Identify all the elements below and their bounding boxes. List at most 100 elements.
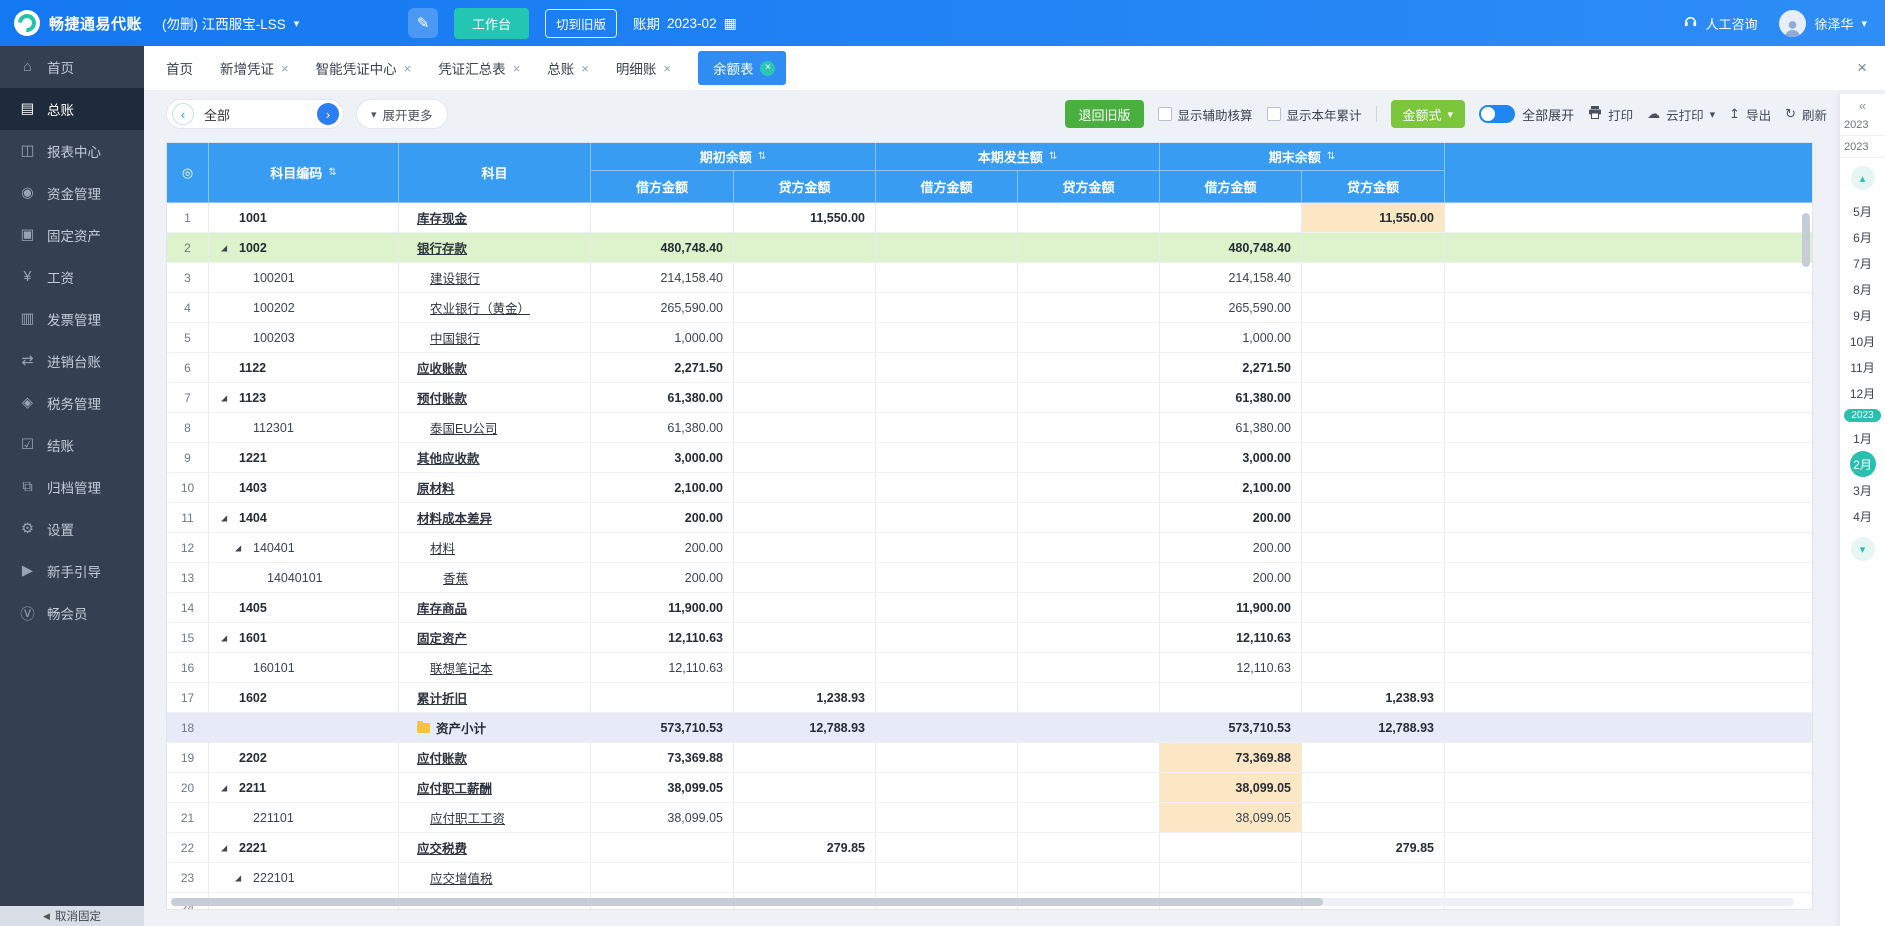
table-row[interactable]: 15 ◢ 1601 固定资产 12,110.63 12,110.63 [167, 623, 1812, 653]
collapse-panel-icon[interactable]: « [1858, 97, 1867, 113]
company-select[interactable]: (勿删) 江西服宝-LSS ▾ [162, 13, 392, 33]
sidebar-item-8[interactable]: ◈ 税务管理 [0, 382, 144, 424]
month-item[interactable]: 9月 [1853, 308, 1872, 323]
month-item[interactable]: 1月 [1853, 431, 1872, 446]
expand-all-toggle[interactable] [1479, 105, 1516, 123]
sidebar-item-6[interactable]: ▥ 发票管理 [0, 298, 144, 340]
account-name-link[interactable]: 应交税费 [417, 842, 468, 856]
expand-icon[interactable]: ◢ [221, 842, 228, 852]
show-ytd-checkbox[interactable]: 显示本年累计 [1266, 105, 1362, 124]
account-name-link[interactable]: 农业银行（黄金） [430, 302, 531, 316]
close-tab-icon[interactable]: × [403, 60, 412, 76]
table-row[interactable]: 7 ◢ 1123 预付账款 61,380.00 61,380.00 [167, 383, 1812, 413]
unpin-sidebar-button[interactable]: ◀ 取消固定 [0, 906, 144, 926]
period-picker[interactable]: 账期 2023-02 ▦ [633, 13, 737, 33]
expand-icon[interactable]: ◢ [221, 392, 228, 402]
sort-icon[interactable]: ⇅ [1326, 151, 1336, 162]
close-tab-icon[interactable]: × [281, 60, 289, 76]
column-config-button[interactable]: ◎ [167, 143, 209, 203]
horizontal-scrollbar[interactable] [171, 898, 1794, 906]
sort-icon[interactable]: ⇅ [757, 151, 767, 162]
month-item[interactable]: 7月 [1853, 256, 1872, 271]
sidebar-item-7[interactable]: ⇄ 进销台账 [0, 340, 144, 382]
scope-prev-icon[interactable]: ‹ [172, 103, 194, 125]
account-name-link[interactable]: 累计折旧 [417, 692, 468, 706]
month-item[interactable]: 2月 [1849, 451, 1876, 477]
account-name-link[interactable]: 银行存款 [417, 242, 468, 256]
account-name-link[interactable]: 库存商品 [417, 602, 468, 616]
table-row[interactable]: 10 1403 原材料 2,100.00 2,100.00 [167, 473, 1812, 503]
checkbox-icon[interactable] [1266, 107, 1281, 121]
vertical-scrollbar[interactable] [1802, 207, 1810, 895]
memo-button[interactable]: ✎ [408, 8, 438, 38]
expand-icon[interactable]: ◢ [221, 242, 228, 252]
table-row[interactable]: 17 1602 累计折旧 1,238.93 1,238.93 [167, 683, 1812, 713]
table-row[interactable]: 21 221101 应付职工工资 38,099.05 38,099.05 [167, 803, 1812, 833]
tab-6[interactable]: 余额表 × [697, 51, 787, 85]
sort-icon[interactable]: ⇅ [328, 167, 337, 178]
header-ending-credit[interactable]: 贷方金额 [1302, 171, 1445, 203]
tab-0[interactable]: 首页 [166, 58, 193, 78]
account-name-link[interactable]: 联想笔记本 [430, 662, 493, 676]
sidebar-item-3[interactable]: ◉ 资金管理 [0, 172, 144, 214]
scroll-months-up-button[interactable]: ▴ [1850, 166, 1875, 190]
account-name-link[interactable]: 应收账款 [417, 362, 468, 376]
month-item[interactable]: 6月 [1853, 230, 1872, 245]
sidebar-item-4[interactable]: ▣ 固定资产 [0, 214, 144, 256]
account-name-link[interactable]: 泰国EU公司 [430, 422, 498, 436]
expand-more-button[interactable]: ▾ 展开更多 [356, 99, 448, 129]
account-name-link[interactable]: 材料成本差异 [417, 512, 493, 526]
table-row[interactable]: 6 1122 应收账款 2,271.50 2,271.50 [167, 353, 1812, 383]
header-account[interactable]: 科目 [399, 143, 591, 203]
sidebar-item-12[interactable]: ▶ 新手引导 [0, 550, 144, 592]
amount-style-button[interactable]: 金额式 ▾ [1390, 100, 1466, 128]
table-row[interactable]: 16 160101 联想笔记本 12,110.63 12,110.63 [167, 653, 1812, 683]
table-row[interactable]: 1 1001 库存现金 11,550.00 11,550.00 [167, 203, 1812, 233]
back-to-old-version-button[interactable]: 退回旧版 [1065, 100, 1144, 128]
table-row[interactable]: 13 14040101 香蕉 200.00 200.00 [167, 563, 1812, 593]
cloud-print-button[interactable]: ☁ 云打印 ▾ [1647, 105, 1715, 124]
tab-1[interactable]: 新增凭证 × [220, 58, 289, 78]
tab-3[interactable]: 凭证汇总表 × [438, 58, 520, 78]
table-row[interactable]: 14 1405 库存商品 11,900.00 11,900.00 [167, 593, 1812, 623]
account-name-link[interactable]: 库存现金 [417, 212, 468, 226]
table-row[interactable]: 11 ◢ 1404 材料成本差异 200.00 200.00 [167, 503, 1812, 533]
table-row[interactable]: 22 ◢ 2221 应交税费 279.85 279.85 [167, 833, 1812, 863]
horizontal-scrollbar-thumb[interactable] [171, 898, 1324, 906]
table-row[interactable]: 2 ◢ 1002 银行存款 480,748.40 480,748.40 [167, 233, 1812, 263]
scroll-months-down-button[interactable]: ▾ [1850, 537, 1875, 561]
account-name-link[interactable]: 原材料 [417, 482, 455, 496]
account-scope-selector[interactable]: ‹ 全部 › [166, 99, 344, 129]
show-auxiliary-checkbox[interactable]: 显示辅助核算 [1157, 105, 1253, 124]
sidebar-item-0[interactable]: ⌂ 首页 [0, 46, 144, 88]
month-item[interactable]: 11月 [1850, 360, 1875, 375]
account-name-link[interactable]: 应付职工薪酬 [417, 782, 493, 796]
checkbox-icon[interactable] [1157, 107, 1172, 121]
expand-icon[interactable]: ◢ [221, 512, 228, 522]
vertical-scrollbar-thumb[interactable] [1802, 213, 1810, 267]
close-tab-icon[interactable]: × [512, 60, 521, 76]
account-name-link[interactable]: 应付职工工资 [430, 812, 506, 826]
header-account-code[interactable]: 科目编码 ⇅ [209, 143, 399, 203]
month-item[interactable]: 10月 [1849, 334, 1876, 349]
account-name-link[interactable]: 中国银行 [430, 332, 481, 346]
header-opening-debit[interactable]: 借方金额 [591, 171, 734, 203]
expand-icon[interactable]: ◢ [221, 632, 228, 642]
switch-old-version-button[interactable]: 切到旧版 [545, 8, 618, 38]
account-name-link[interactable]: 应付账款 [417, 752, 468, 766]
table-row[interactable]: 18 资产小计 573,710.53 12,788.93 573,710.53 12,78… [167, 713, 1812, 743]
month-item[interactable]: 5月 [1853, 204, 1872, 219]
header-current-period[interactable]: 本期发生额 ⇅ [876, 143, 1160, 171]
account-name-link[interactable]: 香蕉 [443, 572, 469, 586]
table-row[interactable]: 12 ◢ 140401 材料 200.00 200.00 [167, 533, 1812, 563]
table-row[interactable]: 23 ◢ 222101 应交增值税 [167, 863, 1812, 893]
header-current-credit[interactable]: 贷方金额 [1018, 171, 1160, 203]
month-item[interactable]: 3月 [1853, 483, 1872, 498]
account-name-link[interactable]: 其他应收款 [417, 452, 480, 466]
sidebar-item-11[interactable]: ⚙ 设置 [0, 508, 144, 550]
account-name-link[interactable]: 预付账款 [417, 392, 468, 406]
user-menu[interactable]: 徐泽华 ▾ [1779, 9, 1867, 37]
header-ending-balance[interactable]: 期末余额 ⇅ [1160, 143, 1445, 171]
refresh-button[interactable]: ↻ 刷新 [1785, 105, 1827, 124]
sidebar-item-9[interactable]: ☑ 结账 [0, 424, 144, 466]
